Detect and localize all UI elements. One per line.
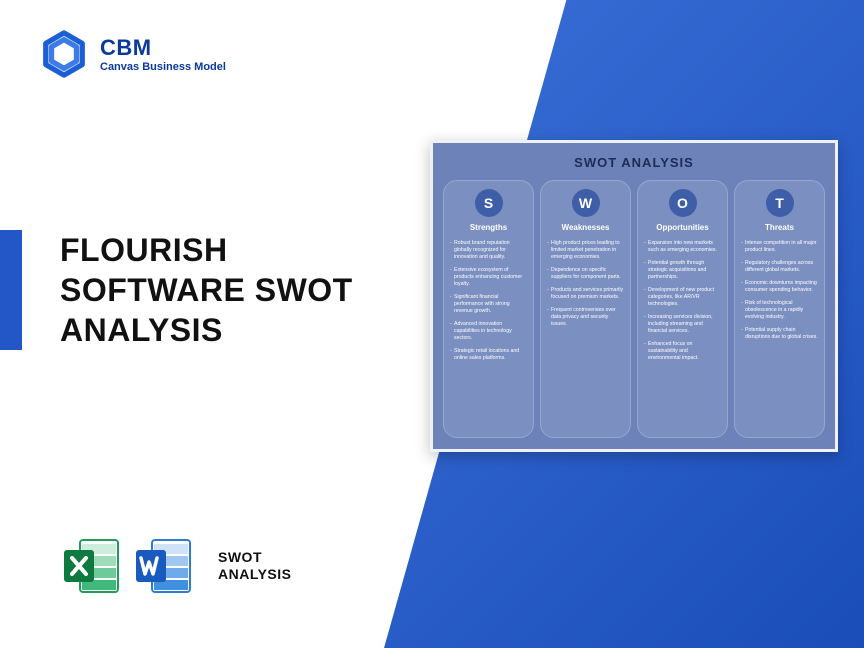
swot-item-list: Expansion into new markets such as emerg… <box>644 240 721 368</box>
swot-column-weaknesses: W Weaknesses High product prices leading t… <box>540 180 631 438</box>
swot-card-title: SWOT ANALYSIS <box>443 155 825 170</box>
swot-heading: Threats <box>765 223 794 232</box>
swot-item-list: Intense competition in all major product… <box>741 240 818 347</box>
swot-item-list: Robust brand reputation globally recogni… <box>450 240 527 368</box>
swot-heading: Opportunities <box>656 223 708 232</box>
swot-item: Development of new product categories, l… <box>644 287 721 308</box>
swot-heading: Strengths <box>470 223 507 232</box>
swot-item: Potential supply chain disruptions due t… <box>741 327 818 341</box>
logo-subtitle: Canvas Business Model <box>100 61 226 73</box>
swot-letter: O <box>669 189 697 217</box>
swot-item: Enhanced focus on sustainability and env… <box>644 341 721 362</box>
swot-item: Extensive ecosystem of products enhancin… <box>450 267 527 288</box>
file-type-icons: SWOT ANALYSIS <box>60 534 292 598</box>
page-title: FLOURISH SOFTWARE SWOT ANALYSIS <box>60 230 400 350</box>
logo-title: CBM <box>100 35 226 61</box>
swot-column-opportunities: O Opportunities Expansion into new markets… <box>637 180 728 438</box>
word-icon <box>132 534 196 598</box>
swot-item: Risk of technological obsolescence in a … <box>741 300 818 321</box>
swot-letter: T <box>766 189 794 217</box>
swot-item: Expansion into new markets such as emerg… <box>644 240 721 254</box>
swot-letter: W <box>572 189 600 217</box>
swot-item: Potential growth through strategic acqui… <box>644 260 721 281</box>
excel-icon <box>60 534 124 598</box>
swot-letter: S <box>475 189 503 217</box>
bottom-label-line2: ANALYSIS <box>218 566 292 583</box>
swot-item: Robust brand reputation globally recogni… <box>450 240 527 261</box>
swot-column-threats: T Threats Intense competition in all major… <box>734 180 825 438</box>
swot-item: Frequent controversies over data privacy… <box>547 307 624 328</box>
swot-item-list: High product prices leading to limited m… <box>547 240 624 334</box>
swot-column-strengths: S Strengths Robust brand reputation global… <box>443 180 534 438</box>
swot-card: SWOT ANALYSIS S Strengths Robust brand rep… <box>430 140 838 452</box>
swot-item: Intense competition in all major product… <box>741 240 818 254</box>
swot-item: Products and services primarily focused … <box>547 287 624 301</box>
swot-heading: Weaknesses <box>562 223 610 232</box>
swot-columns: S Strengths Robust brand reputation global… <box>443 180 825 438</box>
swot-item: Regulatory challenges across different g… <box>741 260 818 274</box>
bottom-label-line1: SWOT <box>218 549 292 566</box>
brand-logo: CBM Canvas Business Model <box>40 30 226 78</box>
swot-item: High product prices leading to limited m… <box>547 240 624 261</box>
bottom-label: SWOT ANALYSIS <box>218 549 292 583</box>
swot-item: Advanced innovation capabilities in tech… <box>450 321 527 342</box>
swot-item: Dependence on specific suppliers for com… <box>547 267 624 281</box>
accent-bar <box>0 230 22 350</box>
swot-item: Strategic retail locations and online sa… <box>450 348 527 362</box>
swot-item: Increasing services division, including … <box>644 314 721 335</box>
cbm-logo-icon <box>40 30 88 78</box>
swot-item: Significant financial performance with s… <box>450 294 527 315</box>
swot-item: Economic downturns impacting consumer sp… <box>741 280 818 294</box>
